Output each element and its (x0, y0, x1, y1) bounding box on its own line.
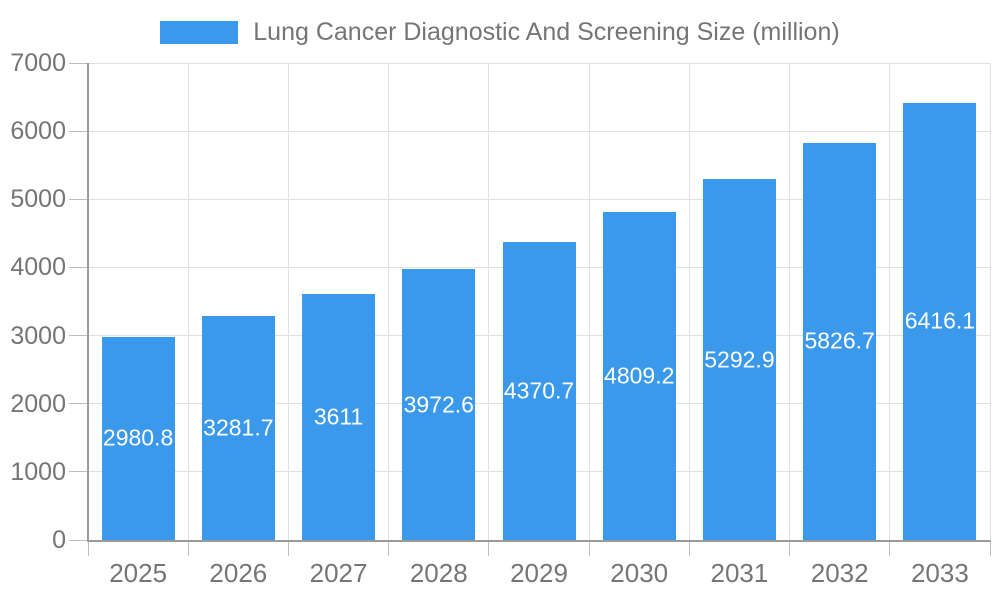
bar-value-label: 5826.7 (804, 327, 875, 354)
legend-label: Lung Cancer Diagnostic And Screening Siz… (253, 18, 840, 46)
x-tick (789, 541, 791, 556)
bar-value-label: 4370.7 (503, 377, 575, 404)
x-tick (287, 541, 289, 556)
x-axis-line (87, 540, 991, 542)
plot-area: 0 1000 2000 3000 4000 5000 6000 7000 2980.8 2025 3… (10, 49, 991, 588)
x-axis-label: 2029 (510, 558, 568, 588)
x-tick (588, 541, 590, 556)
chart-legend[interactable]: Lung Cancer Diagnostic And Screening Siz… (0, 18, 1000, 47)
bar-2030[interactable] (602, 212, 676, 540)
x-axis-label: 2033 (910, 558, 969, 588)
y-tick (69, 539, 88, 541)
x-tick (388, 541, 390, 556)
v-gridline (588, 63, 590, 540)
v-gridline (688, 63, 690, 540)
x-axis-label: 2027 (309, 558, 368, 588)
v-gridline (187, 63, 189, 540)
bar-2027[interactable] (302, 293, 376, 540)
x-axis-label: 2031 (710, 558, 769, 588)
bar-value-label: 3281.7 (203, 414, 274, 441)
y-axis-label: 7000 (10, 49, 66, 77)
h-gridline (88, 62, 990, 64)
x-axis-label: 2028 (409, 558, 468, 588)
x-tick (87, 541, 89, 556)
bar-value-label: 3972.6 (403, 391, 474, 418)
bar-2025[interactable] (101, 336, 175, 540)
v-gridline (989, 63, 991, 540)
v-gridline (287, 63, 289, 540)
y-axis-label: 0 (52, 526, 66, 554)
v-gridline (488, 63, 490, 540)
y-axis-label: 4000 (10, 253, 66, 282)
x-axis-label: 2026 (209, 558, 268, 588)
legend-swatch (160, 21, 239, 44)
v-gridline (388, 63, 390, 540)
y-axis-line (87, 63, 89, 542)
bar-2032[interactable] (803, 142, 877, 540)
y-tick (69, 266, 88, 268)
bar-2026[interactable] (201, 316, 275, 540)
bar-2031[interactable] (702, 179, 776, 540)
y-tick (69, 130, 88, 132)
bar-value-label: 3611 (313, 403, 364, 430)
y-tick (69, 198, 88, 200)
bar-2028[interactable] (402, 269, 476, 540)
v-gridline (789, 63, 791, 540)
y-tick (69, 335, 88, 337)
bar-2029[interactable] (502, 242, 576, 540)
y-axis-label: 6000 (10, 117, 66, 146)
y-tick (69, 471, 88, 473)
bar-value-label: 2980.8 (102, 424, 174, 451)
bar-value-label: 5292.9 (704, 346, 775, 373)
y-tick (69, 62, 88, 64)
x-axis-label: 2025 (109, 558, 168, 588)
x-tick (889, 541, 891, 556)
h-gridline (88, 130, 990, 132)
y-axis-label: 2000 (10, 389, 66, 418)
h-gridline (88, 198, 990, 200)
y-tick (69, 403, 88, 405)
x-axis-label: 2030 (610, 558, 669, 588)
y-axis-label: 1000 (10, 457, 66, 486)
y-axis-label: 3000 (10, 321, 66, 350)
bar-value-label: 4809.2 (604, 362, 675, 389)
bar-value-label: 6416.1 (904, 307, 976, 334)
v-gridline (889, 63, 891, 540)
x-tick (989, 541, 991, 556)
x-axis-label: 2032 (810, 558, 869, 588)
x-tick (688, 541, 690, 556)
bar-2033[interactable] (903, 102, 977, 540)
y-axis-label: 5000 (10, 185, 66, 214)
x-tick (187, 541, 189, 556)
x-tick (488, 541, 490, 556)
